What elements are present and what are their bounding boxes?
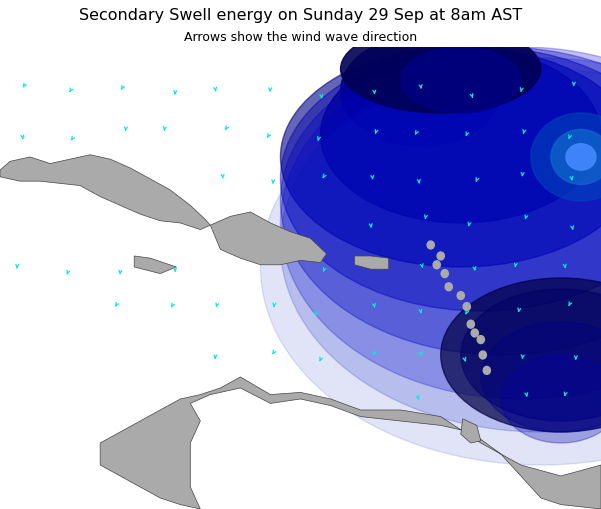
Ellipse shape [341,37,501,147]
Ellipse shape [531,114,601,202]
Ellipse shape [481,322,601,432]
Ellipse shape [281,48,601,267]
Text: Arrows show the wind wave direction: Arrows show the wind wave direction [184,31,417,44]
Ellipse shape [281,59,601,432]
Polygon shape [461,419,481,443]
Ellipse shape [401,48,521,114]
Circle shape [433,261,441,269]
Circle shape [457,292,465,300]
Polygon shape [0,155,210,230]
Circle shape [437,252,444,261]
Ellipse shape [260,70,601,465]
Polygon shape [355,257,389,270]
Circle shape [483,366,490,375]
Circle shape [467,321,474,328]
Ellipse shape [461,290,601,421]
Circle shape [477,336,484,344]
Polygon shape [134,257,176,274]
Ellipse shape [281,48,601,355]
Ellipse shape [501,355,601,443]
Ellipse shape [441,278,601,432]
Circle shape [463,303,471,311]
Ellipse shape [281,48,601,399]
Ellipse shape [341,26,541,114]
Circle shape [479,351,486,359]
Ellipse shape [566,145,596,171]
Polygon shape [100,377,601,509]
Circle shape [445,283,453,291]
Circle shape [471,329,478,337]
Ellipse shape [320,48,601,223]
Text: Secondary Swell energy on Sunday 29 Sep at 8am AST: Secondary Swell energy on Sunday 29 Sep … [79,8,522,23]
Circle shape [441,270,448,278]
Ellipse shape [281,48,601,312]
Polygon shape [210,213,326,265]
Ellipse shape [551,130,601,185]
Circle shape [427,242,435,249]
